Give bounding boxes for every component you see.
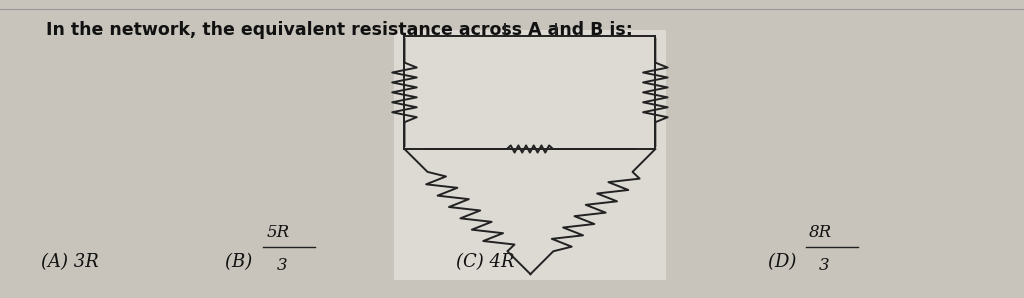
- Text: (A) 3R: (A) 3R: [41, 253, 98, 271]
- FancyBboxPatch shape: [394, 30, 666, 280]
- Text: (B): (B): [225, 253, 258, 271]
- Text: In the network, the equivalent resistance across A and B is:: In the network, the equivalent resistanc…: [46, 21, 633, 39]
- Text: 5R: 5R: [266, 224, 290, 241]
- Text: (D): (D): [768, 253, 802, 271]
- Text: (C) 4R: (C) 4R: [456, 253, 514, 271]
- Text: 3: 3: [819, 257, 829, 274]
- Text: 3: 3: [276, 257, 287, 274]
- Text: 8R: 8R: [809, 224, 833, 241]
